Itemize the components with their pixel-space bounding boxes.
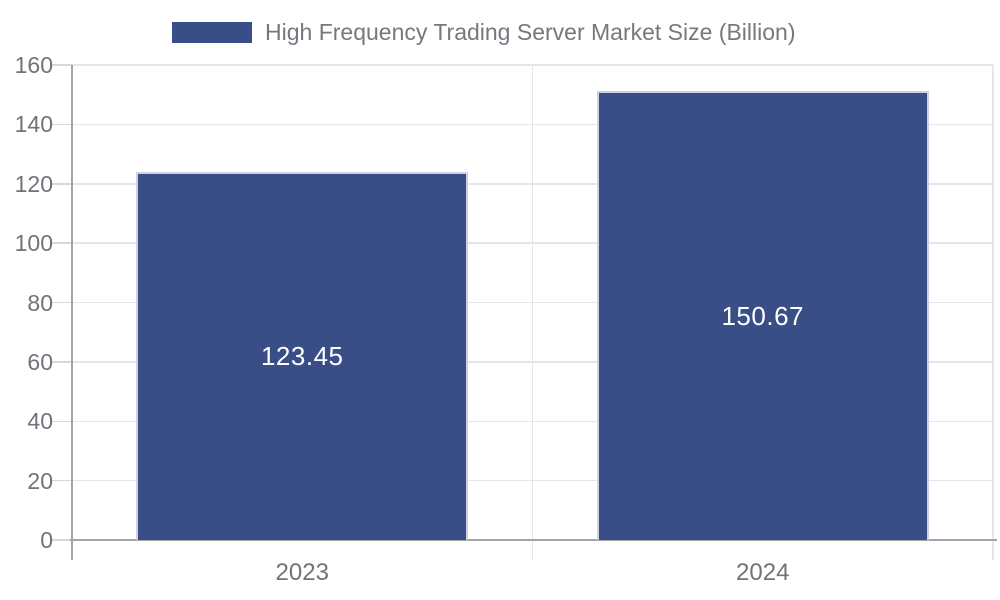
y-axis-tick: [50, 361, 72, 363]
y-tick-label: 100: [14, 230, 53, 257]
legend-swatch: [172, 22, 252, 43]
bar[interactable]: 123.45: [136, 171, 469, 540]
y-axis-tick: [50, 539, 72, 541]
bar-value-label: 150.67: [721, 300, 804, 331]
y-tick-label: 60: [27, 348, 53, 375]
y-axis-tick: [50, 479, 72, 482]
category-separator: [992, 65, 994, 560]
y-tick-label: 20: [27, 467, 53, 494]
bar-value-label: 123.45: [260, 341, 344, 372]
x-tick-label: 2023: [275, 559, 329, 586]
y-tick-label: 80: [27, 289, 53, 316]
y-axis-tick: [50, 242, 72, 244]
y-axis-tick: [50, 420, 72, 422]
x-axis-line: [70, 539, 997, 541]
category-separator: [531, 65, 534, 560]
y-tick-label: 160: [14, 52, 53, 78]
bar[interactable]: 150.67: [596, 90, 929, 540]
y-tick-label: 140: [14, 111, 53, 138]
legend-item[interactable]: High Frequency Trading Server Market Siz…: [172, 20, 795, 45]
x-tick-label: 2024: [736, 559, 790, 586]
y-axis-tick: [50, 64, 72, 66]
y-tick-label: 120: [14, 170, 53, 197]
y-tick-label: 40: [27, 408, 53, 435]
legend-label: High Frequency Trading Server Market Siz…: [265, 19, 796, 45]
y-axis-tick: [50, 301, 72, 304]
y-tick-label: 0: [40, 527, 53, 553]
y-axis-tick: [50, 123, 72, 126]
y-axis-line: [71, 65, 73, 560]
y-axis-tick: [50, 183, 72, 185]
